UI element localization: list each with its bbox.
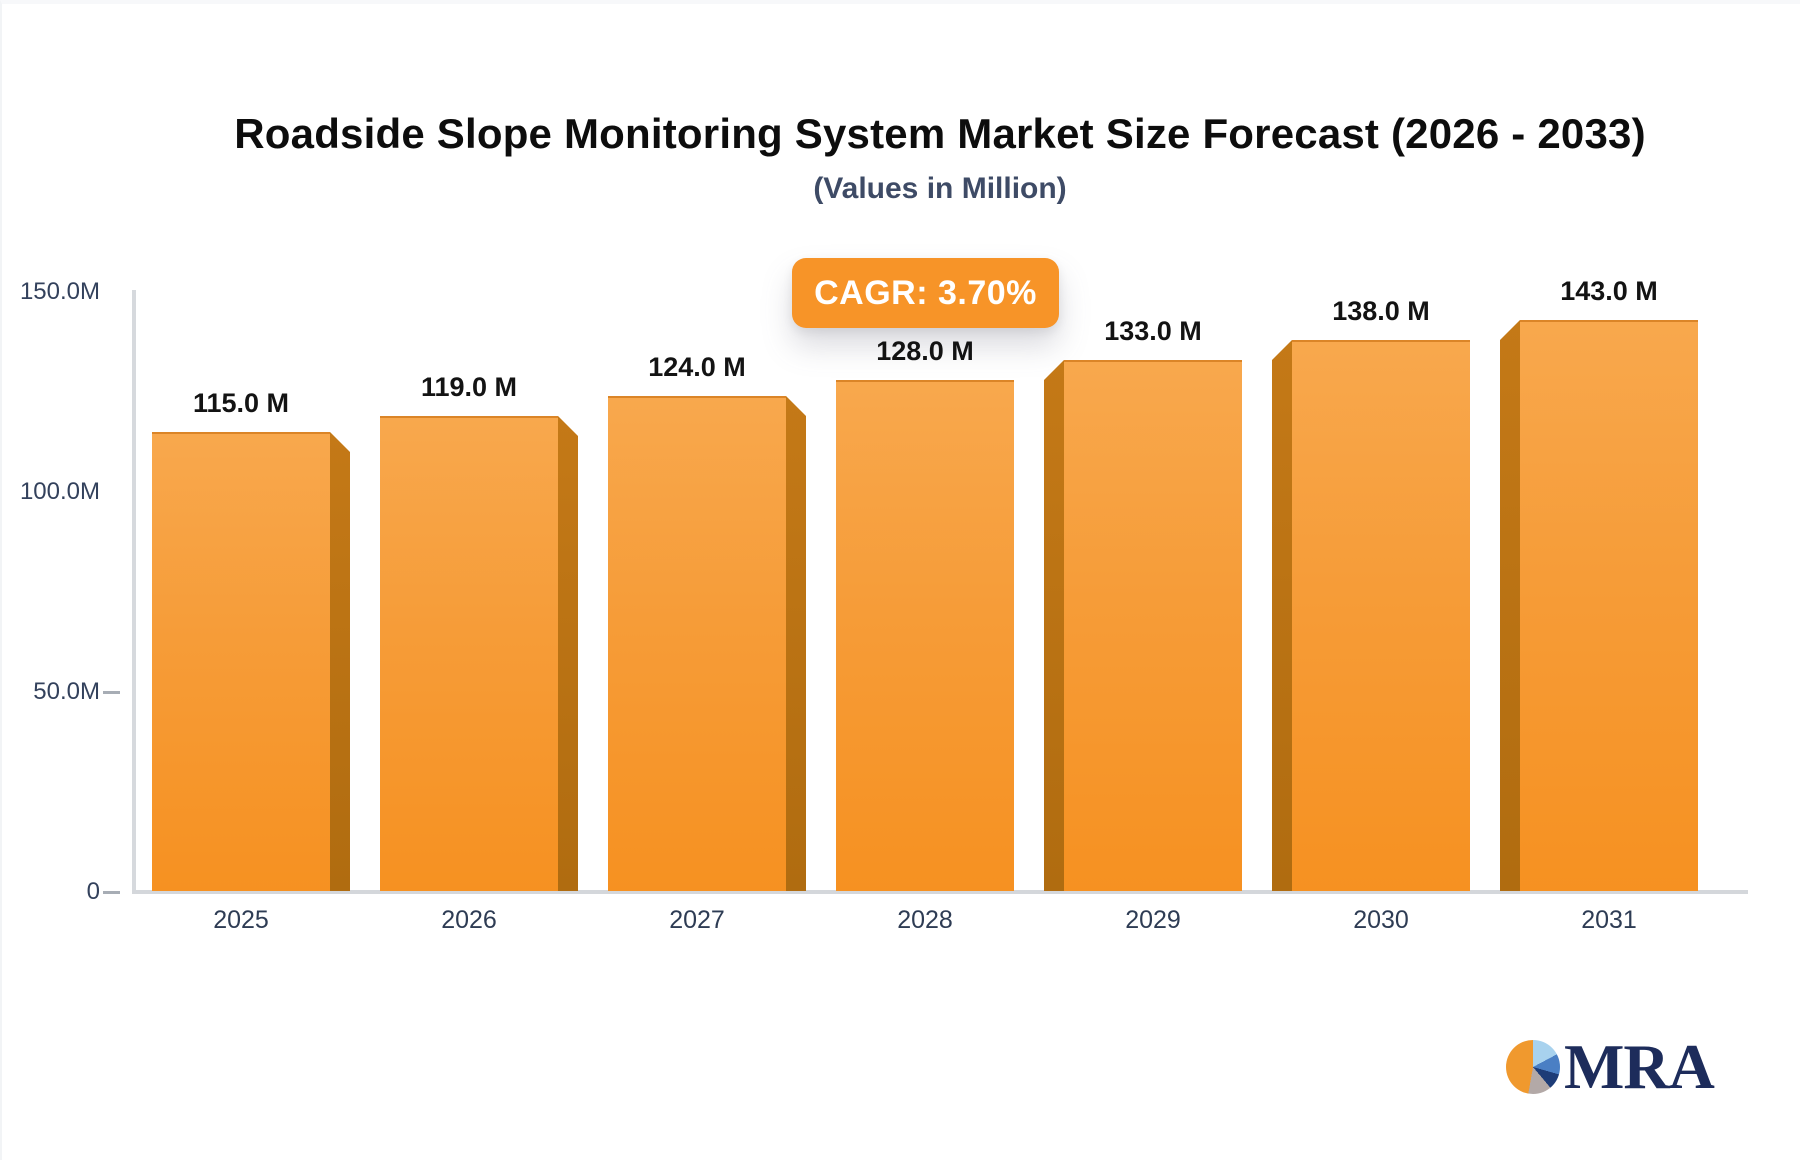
bar-3d-side — [1044, 360, 1064, 891]
bar-value-label: 115.0 M — [192, 388, 290, 418]
y-axis-tick-label: 150.0M — [19, 278, 100, 305]
bar-3d-side — [1500, 320, 1520, 891]
bar-value-label: 124.0 M — [648, 352, 746, 382]
chart-title: Roadside Slope Monitoring System Market … — [234, 110, 1646, 157]
bar-value-label: 128.0 M — [876, 336, 974, 366]
bar-2030 — [1292, 340, 1470, 891]
bar-2029 — [1064, 360, 1242, 891]
y-axis-tick-label: 100.0M — [19, 478, 100, 505]
bar-value-label: 138.0 M — [1332, 296, 1430, 326]
bar-2027 — [608, 396, 786, 891]
x-axis-tick-label: 2030 — [1353, 906, 1409, 934]
x-axis-tick-label: 2029 — [1125, 906, 1181, 934]
bar-3d-side — [330, 432, 350, 891]
brand-logo-text: MRA — [1564, 1031, 1715, 1102]
bar-2025 — [152, 432, 330, 891]
bar-value-label: 119.0 M — [420, 372, 518, 402]
y-axis-tick-label: 0 — [86, 878, 100, 905]
brand-logo: MRA — [1506, 1031, 1715, 1102]
cagr-badge-label: CAGR: 3.70% — [814, 273, 1037, 312]
y-axis-tick-label: 50.0M — [33, 678, 100, 705]
y-axis-line — [132, 290, 136, 894]
y-axis-tick-mark — [103, 891, 120, 894]
x-axis-tick-label: 2025 — [213, 906, 269, 934]
cagr-badge: CAGR: 3.70% — [792, 258, 1059, 328]
x-axis-line — [132, 890, 1748, 894]
chart-subtitle: (Values in Million) — [813, 172, 1067, 205]
pie-chart-icon — [1506, 1040, 1560, 1094]
bar-2026 — [380, 416, 558, 891]
bar-3d-side — [786, 396, 806, 891]
y-axis-tick-mark — [103, 691, 120, 694]
x-axis-tick-label: 2027 — [669, 906, 725, 934]
bar-value-label: 133.0 M — [1104, 316, 1202, 346]
x-axis-tick-label: 2028 — [897, 906, 953, 934]
bar-3d-side — [558, 416, 578, 891]
x-axis-tick-label: 2031 — [1581, 906, 1637, 934]
bar-value-label: 143.0 M — [1560, 276, 1658, 306]
bar-2031 — [1520, 320, 1698, 891]
bar-2028 — [836, 380, 1014, 891]
bar-3d-side — [1272, 340, 1292, 891]
x-axis-tick-label: 2026 — [441, 906, 497, 934]
